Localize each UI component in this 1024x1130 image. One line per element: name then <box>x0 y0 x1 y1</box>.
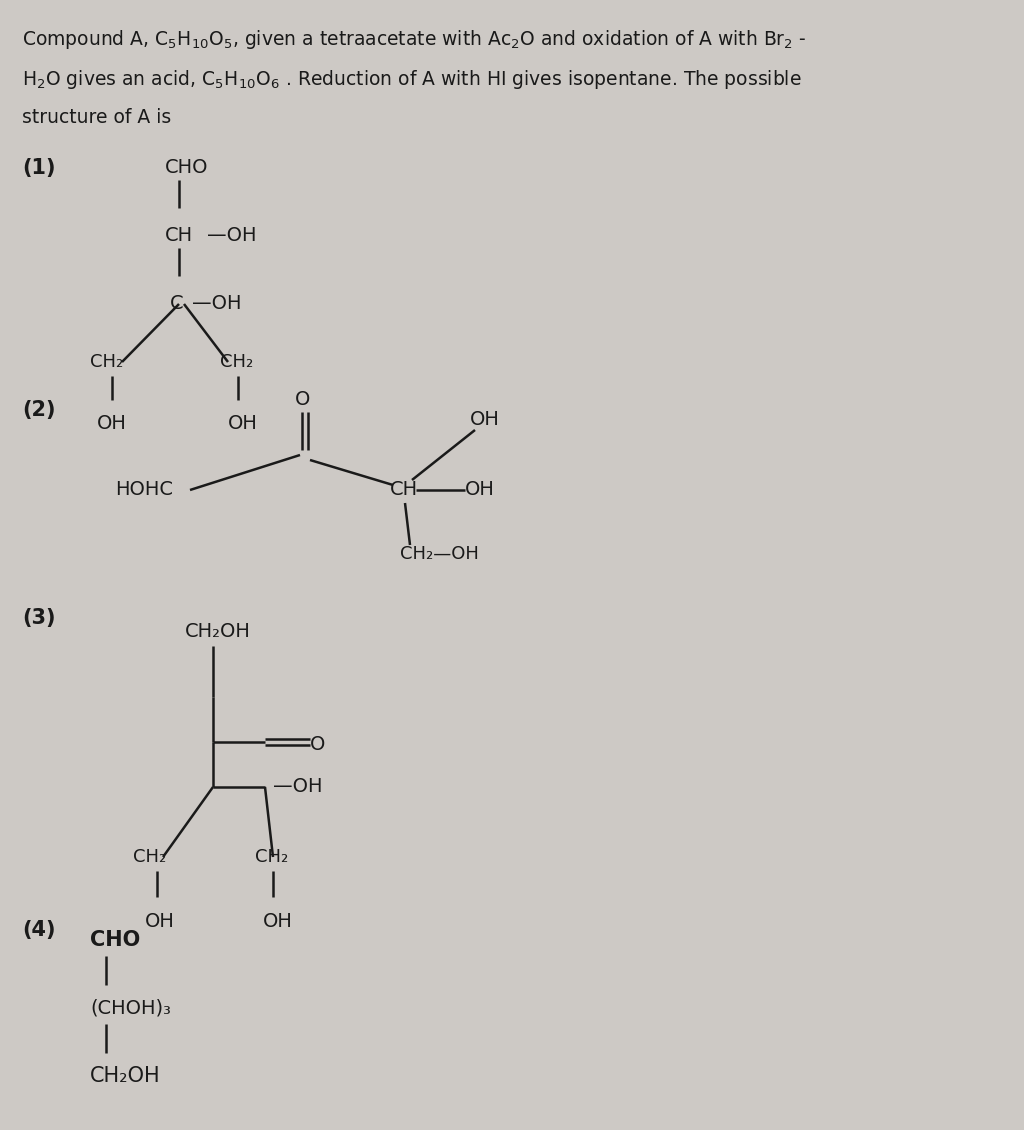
Text: (1): (1) <box>22 158 55 179</box>
Text: O: O <box>310 734 326 754</box>
Text: O: O <box>295 390 310 409</box>
Text: C: C <box>170 294 183 313</box>
Text: OH: OH <box>97 414 127 433</box>
Text: (2): (2) <box>22 400 55 420</box>
Text: CH₂: CH₂ <box>255 848 288 866</box>
Text: structure of A is: structure of A is <box>22 108 171 127</box>
Text: Compound A, C$_5$H$_{10}$O$_5$, given a tetraacetate with Ac$_2$O and oxidation : Compound A, C$_5$H$_{10}$O$_5$, given a … <box>22 28 807 51</box>
Text: CHO: CHO <box>165 158 209 177</box>
Text: (4): (4) <box>22 920 55 940</box>
Text: —OH: —OH <box>207 226 256 245</box>
Text: CHO: CHO <box>90 930 140 950</box>
Text: CH₂: CH₂ <box>220 353 253 371</box>
Text: OH: OH <box>228 414 258 433</box>
Text: CH₂: CH₂ <box>90 353 123 371</box>
Text: CH: CH <box>165 226 194 245</box>
Text: CH₂—OH: CH₂—OH <box>400 545 479 563</box>
Text: CH₂OH: CH₂OH <box>90 1066 161 1086</box>
Text: CH: CH <box>390 480 418 499</box>
Text: HOHC: HOHC <box>115 480 173 499</box>
Text: OH: OH <box>263 912 293 931</box>
Text: —OH: —OH <box>193 294 242 313</box>
Text: OH: OH <box>145 912 175 931</box>
Text: —OH: —OH <box>273 777 323 796</box>
Text: (CHOH)₃: (CHOH)₃ <box>90 998 171 1017</box>
Text: OH: OH <box>470 410 500 429</box>
Text: CH₂OH: CH₂OH <box>185 622 251 641</box>
Text: CH₂: CH₂ <box>133 848 166 866</box>
Text: H$_2$O gives an acid, C$_5$H$_{10}$O$_6$ . Reduction of A with HI gives isopenta: H$_2$O gives an acid, C$_5$H$_{10}$O$_6$… <box>22 68 802 92</box>
Text: OH: OH <box>465 480 495 499</box>
Text: (3): (3) <box>22 608 55 628</box>
